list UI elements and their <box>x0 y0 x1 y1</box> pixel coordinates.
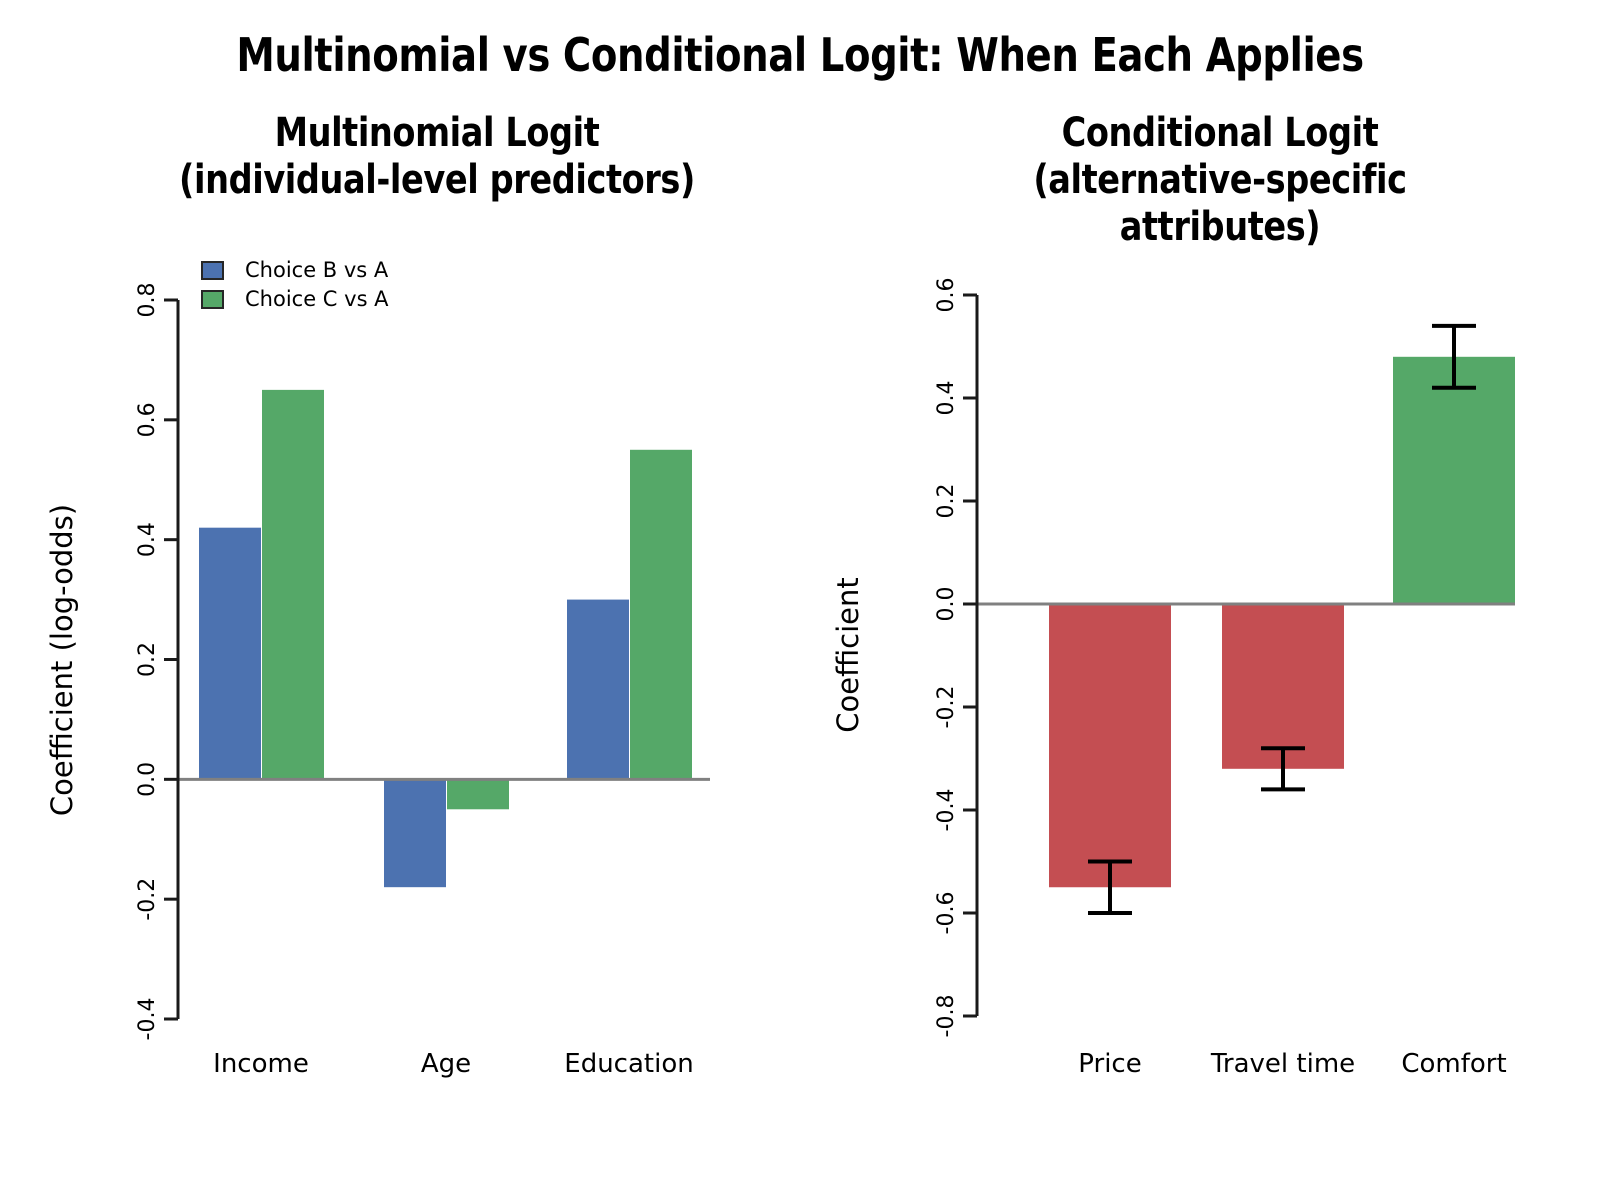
y-tick-label: 0.8 <box>135 283 160 318</box>
bar-travel-time <box>1222 604 1344 769</box>
bar-age-series1 <box>384 779 446 888</box>
legend-label-choice-c-vs-a: Choice C vs A <box>245 287 389 311</box>
y-tick-label: -0.2 <box>934 686 959 729</box>
bar-age-series2 <box>447 779 509 810</box>
left-panel-title-line2: (individual-level predictors) <box>179 157 695 203</box>
y-axis-label: Coefficient (log-odds) <box>45 504 79 816</box>
x-category-label-travel-time: Travel time <box>1210 1049 1355 1079</box>
y-tick-label: -0.2 <box>135 878 160 921</box>
x-category-label-income: Income <box>213 1049 309 1079</box>
left-panel-title: Multinomial Logit (individual-level pred… <box>151 110 722 204</box>
y-tick-label: 0.0 <box>135 762 160 797</box>
y-tick-label: -0.6 <box>934 892 959 935</box>
x-category-label-age: Age <box>421 1049 471 1079</box>
bar-education-series2 <box>630 449 692 780</box>
y-tick-label: -0.4 <box>934 789 959 832</box>
right-panel-title-line1: Conditional Logit <box>1061 110 1379 156</box>
y-tick-label: -0.4 <box>135 998 160 1041</box>
main-title: Multinomial vs Conditional Logit: When E… <box>236 28 1364 82</box>
y-tick-label: 0.6 <box>135 402 160 437</box>
legend-swatch-choice-c-vs-a <box>201 290 224 309</box>
right-panel-title: Conditional Logit (alternative-specific … <box>934 110 1505 251</box>
legend-label-choice-b-vs-a: Choice B vs A <box>245 258 389 282</box>
x-category-label-price: Price <box>1078 1049 1141 1079</box>
y-tick-label: 0.6 <box>934 278 959 313</box>
bar-education-series1 <box>567 599 629 780</box>
y-tick-label: -0.8 <box>934 995 959 1038</box>
left-panel-title-line1: Multinomial Logit <box>274 110 600 156</box>
right-panel-title-line2: (alternative-specific attributes) <box>1033 157 1407 250</box>
bar-income-series1 <box>199 527 261 780</box>
bar-income-series2 <box>262 389 324 780</box>
y-axis-label: Coefficient <box>831 577 865 732</box>
legend-swatch-choice-b-vs-a <box>201 261 224 280</box>
y-tick-label: 0.0 <box>934 587 959 622</box>
y-tick-label: 0.4 <box>934 381 959 416</box>
y-tick-label: 0.4 <box>135 522 160 557</box>
bar-price <box>1049 604 1171 888</box>
bar-comfort <box>1393 356 1515 604</box>
x-category-label-education: Education <box>564 1049 693 1079</box>
y-tick-label: 0.2 <box>934 484 959 519</box>
y-tick-label: 0.2 <box>135 642 160 677</box>
x-category-label-comfort: Comfort <box>1401 1049 1506 1079</box>
